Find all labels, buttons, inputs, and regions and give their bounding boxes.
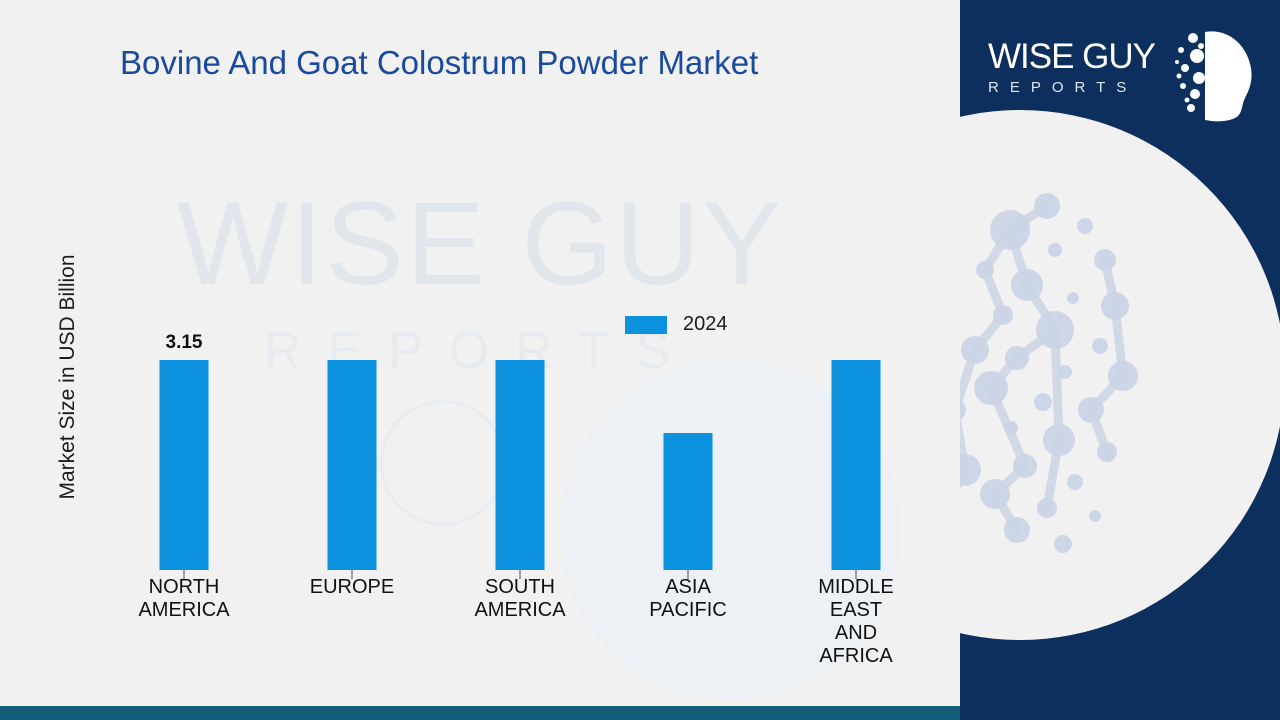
- logo-primary-text: WISE GUY: [988, 37, 1156, 76]
- bar[interactable]: [495, 360, 545, 570]
- brand-panel: WISE GUY REPORTS: [960, 0, 1280, 720]
- legend-label-2024: 2024: [683, 313, 728, 335]
- watermark-line-primary: WISE GUY: [176, 178, 784, 310]
- y-axis-label: Market Size in USD Billion: [56, 254, 79, 500]
- category-label: ASIA PACIFIC: [649, 576, 727, 621]
- axis-tick: [855, 570, 857, 579]
- category-label: EUROPE: [309, 576, 395, 598]
- chart-panel: WISE GUY REPORTS Bovine And Goat Colostr…: [0, 44, 960, 720]
- bar-group: SOUTH AMERICA: [436, 330, 604, 621]
- bar-group: EUROPE: [268, 330, 436, 598]
- logo-head-icon: [1175, 31, 1252, 122]
- bar[interactable]: [327, 360, 377, 570]
- legend-swatch-2024: [625, 315, 667, 334]
- plot-area: 3.15 NORTH AMERICA EUROPE SOUTH AMERICA ASIA PA…: [100, 330, 940, 667]
- bar-group: ASIA PACIFIC: [604, 330, 772, 621]
- logo-secondary-text: REPORTS: [988, 79, 1138, 96]
- category-label: SOUTH AMERICA: [474, 576, 566, 621]
- bar[interactable]: [831, 360, 881, 570]
- bar-group: 3.15 NORTH AMERICA: [100, 330, 268, 621]
- bar[interactable]: [663, 433, 713, 570]
- bottom-accent-strip: [0, 706, 960, 720]
- axis-tick: [183, 570, 185, 579]
- brand-logo: WISE GUY REPORTS: [988, 31, 1253, 122]
- chart-legend: 2024: [625, 313, 728, 336]
- brain-dot-pattern-decor: [960, 193, 1138, 553]
- bar-value-label: 3.15: [165, 332, 203, 353]
- page-title: Bovine And Goat Colostrum Powder Market: [120, 44, 759, 81]
- category-label: MIDDLE EAST AND AFRICA: [818, 576, 894, 667]
- category-label: NORTH AMERICA: [138, 576, 230, 621]
- bar-group: MIDDLE EAST AND AFRICA: [772, 330, 940, 667]
- axis-tick: [687, 570, 689, 579]
- axis-tick: [519, 570, 521, 579]
- axis-tick: [351, 570, 353, 579]
- bar[interactable]: [159, 360, 209, 570]
